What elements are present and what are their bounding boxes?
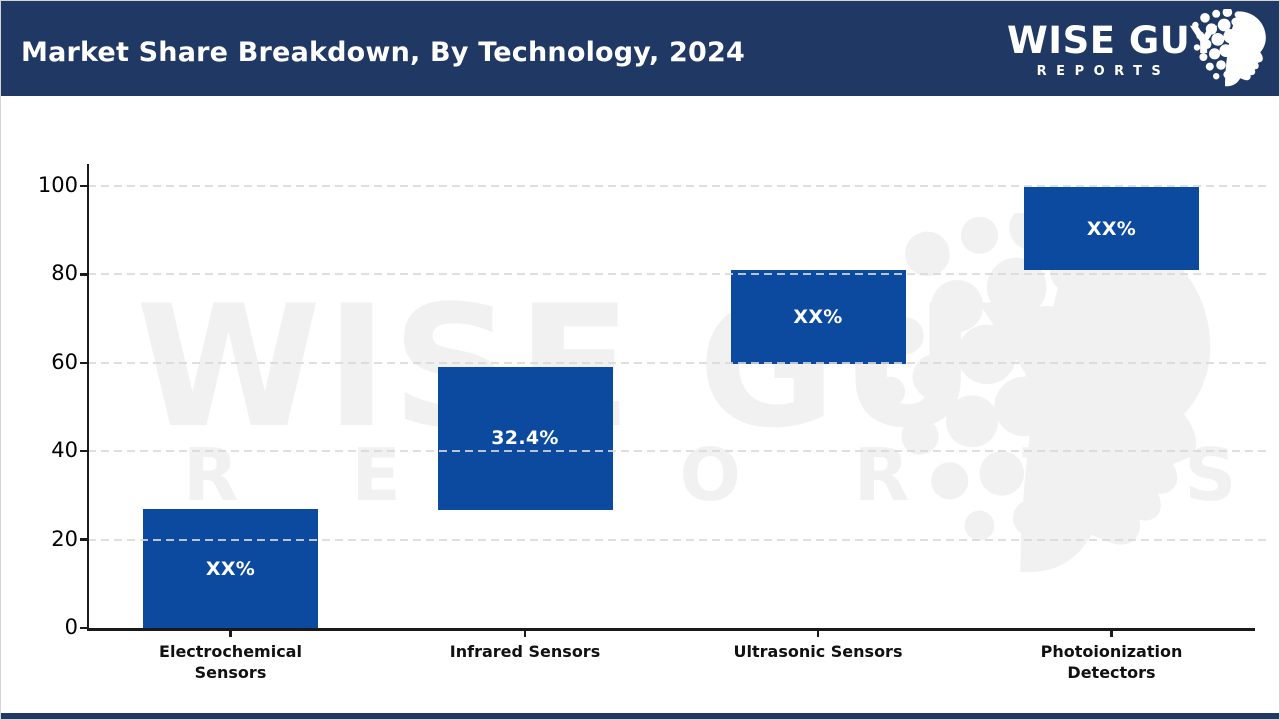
bar: XX% — [1024, 187, 1199, 270]
bar-label: 32.4% — [491, 427, 559, 450]
y-tick-mark — [80, 538, 88, 541]
header-bar: Market Share Breakdown, By Technology, 2… — [1, 1, 1279, 96]
gridline — [88, 185, 1267, 187]
wise-guy-logo: WISE GUY REPORTS — [1007, 7, 1269, 91]
y-axis-line — [86, 164, 89, 630]
y-tick-mark — [80, 449, 88, 453]
x-tick-mark — [1110, 630, 1113, 637]
bar-label: XX% — [793, 305, 843, 328]
bar: XX% — [730, 269, 906, 364]
logo-wordmark: WISE GUY — [1007, 19, 1218, 62]
y-tick-mark — [80, 626, 88, 630]
logo-text: WISE GUY REPORTS — [1007, 19, 1218, 79]
gridline — [88, 538, 1267, 541]
y-tick-label: 20 — [51, 526, 78, 551]
x-category-label: Electrochemical Sensors — [159, 642, 302, 682]
y-tick-label: 80 — [51, 261, 78, 286]
x-category-label: Ultrasonic Sensors — [733, 642, 903, 661]
x-tick-mark — [523, 630, 527, 637]
bar: XX% — [143, 509, 318, 628]
logo-subtext: REPORTS — [1036, 63, 1171, 79]
footer-bar — [1, 713, 1279, 719]
x-tick-mark — [229, 630, 232, 637]
page-title: Market Share Breakdown, By Technology, 2… — [21, 37, 746, 68]
x-axis-line — [86, 627, 1255, 631]
y-tick-mark — [80, 273, 88, 276]
bar: 32.4% — [437, 366, 613, 510]
gridline — [88, 273, 1267, 276]
bar-label: XX% — [1086, 217, 1137, 240]
y-tick-label: 100 — [37, 173, 78, 197]
y-tick-label: 0 — [64, 615, 78, 639]
bar-label: XX% — [205, 557, 256, 580]
y-tick-mark — [80, 361, 88, 365]
logo-head-icon — [1189, 7, 1269, 89]
gridline — [88, 361, 1267, 364]
x-category-label: Photoionization Detectors — [1040, 642, 1183, 682]
x-tick-mark — [816, 630, 820, 637]
y-tick-mark — [80, 184, 88, 188]
y-tick-label: 40 — [51, 438, 78, 463]
gridline — [88, 450, 1267, 453]
x-category-label: Infrared Sensors — [449, 642, 601, 661]
y-tick-label: 60 — [51, 349, 78, 374]
